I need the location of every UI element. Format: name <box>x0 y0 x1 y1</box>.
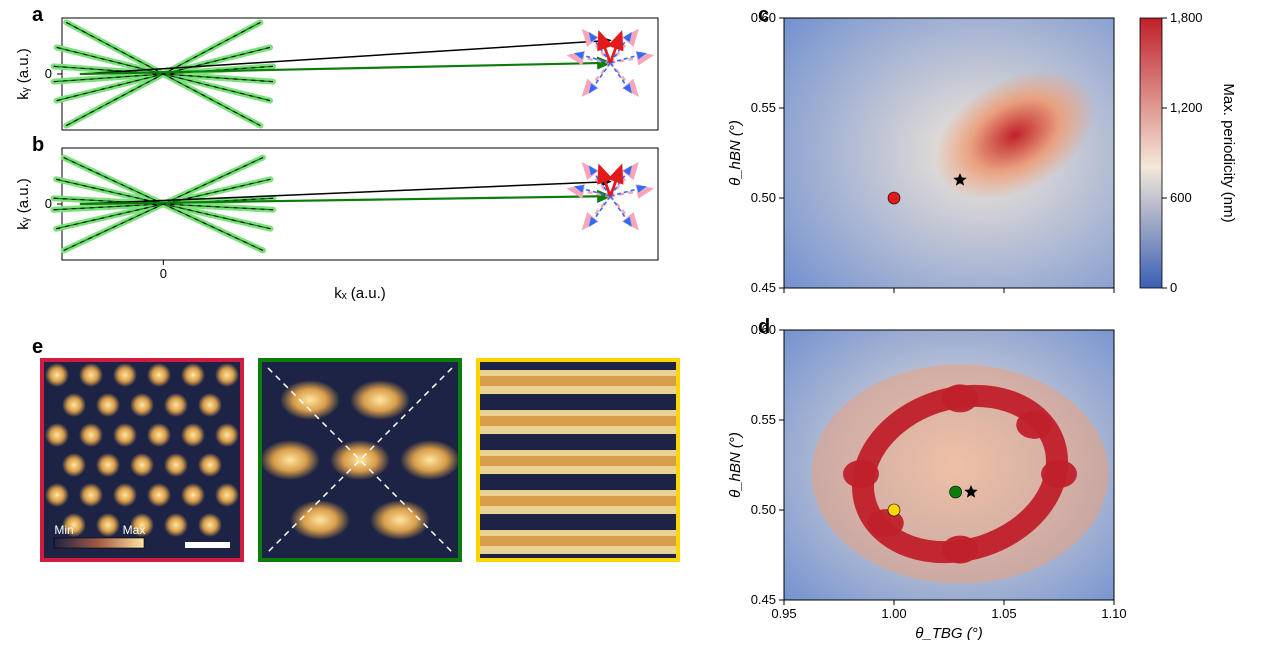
heatmap-c: 0.450.500.550.60θ_hBN (°) <box>727 10 1118 295</box>
sim-tile-2 <box>478 360 678 560</box>
cbar-tick: 600 <box>1170 190 1192 205</box>
cbar-title: Max. periodicity (nm) <box>1220 83 1237 222</box>
xtick-0: 0 <box>160 266 167 281</box>
sim-tile-1 <box>260 360 460 560</box>
panel-label-e: e <box>32 336 43 359</box>
ky-label: kᵧ (a.u.) <box>15 178 32 230</box>
theta-tbg-label: θ_TBG (°) <box>915 625 982 640</box>
sim-colorbar <box>54 538 144 548</box>
k-space-panel: 0kᵧ (a.u.) <box>15 148 658 260</box>
xtick: 1.10 <box>1101 606 1126 621</box>
ky-label: kᵧ (a.u.) <box>15 48 32 100</box>
scale-bar <box>185 542 230 548</box>
marker-red-dot <box>888 192 900 204</box>
panel-label-a: a <box>32 4 43 27</box>
theta-hbn-label: θ_hBN (°) <box>727 432 744 498</box>
xtick: 0.95 <box>771 606 796 621</box>
theta-hbn-label: θ_hBN (°) <box>727 120 744 186</box>
cbar-tick: 1,200 <box>1170 100 1203 115</box>
ytick: 0.50 <box>751 502 776 517</box>
ytick: 0.55 <box>751 100 776 115</box>
xtick: 1.05 <box>991 606 1016 621</box>
panel-label-b: b <box>32 134 44 157</box>
ytick: 0.50 <box>751 190 776 205</box>
xtick: 1.00 <box>881 606 906 621</box>
marker-dot <box>950 486 962 498</box>
ytick: 0.55 <box>751 412 776 427</box>
k-space-panel: 0 kᵧ (a.u.) <box>15 18 658 130</box>
sim-tile-0: Min Max <box>42 360 242 560</box>
max-label: Max <box>123 523 146 537</box>
panel-label-d: d <box>758 316 770 339</box>
cbar-tick: 1,800 <box>1170 10 1203 25</box>
cbar-tick: 0 <box>1170 280 1177 295</box>
colorbar <box>1140 18 1162 288</box>
ytick: 0.45 <box>751 280 776 295</box>
panel-label-c: c <box>758 4 769 27</box>
heatmap-d: 0.951.001.051.100.450.500.550.60θ_hBN (°… <box>727 322 1127 640</box>
marker-dot <box>888 504 900 516</box>
kx-label: kₓ (a.u.) <box>334 285 386 302</box>
ytick-0: 0 <box>45 66 52 81</box>
ytick: 0.45 <box>751 592 776 607</box>
min-label: Min <box>54 523 73 537</box>
